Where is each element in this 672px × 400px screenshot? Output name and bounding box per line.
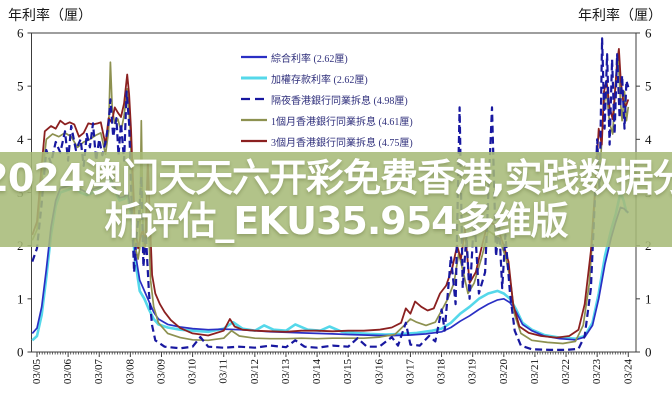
x-tick-label: 03/11	[218, 359, 230, 384]
x-tick-label: 03/09	[155, 359, 167, 385]
legend-item: 綜合利率 (2.62厘)	[241, 51, 413, 65]
y-tick-label-right: 5	[645, 79, 652, 94]
y-tick-label-left: 5	[17, 79, 24, 94]
legend-item: 3個月香港銀行同業拆息 (4.75厘)	[241, 135, 413, 149]
x-tick-label: 03/15	[342, 359, 354, 385]
x-tick-label: 03/17	[404, 359, 416, 385]
banner-text-line2: 析评估_EKU35.954多维版	[104, 198, 568, 243]
y-tick-label-left: 0	[17, 345, 24, 360]
x-tick-label: 03/19	[467, 359, 479, 385]
y-tick-label-left: 6	[17, 25, 24, 40]
chart-legend: 綜合利率 (2.62厘) 加權存款利率 (2.62厘) 隔夜香港銀行同業拆息 (4.…	[241, 51, 413, 149]
y-tick-label-right: 1	[645, 291, 652, 306]
legend-item-label: 加權存款利率 (2.62厘)	[271, 74, 368, 86]
x-tick-label: 03/05	[31, 359, 43, 385]
legend-item: 加權存款利率 (2.62厘)	[241, 72, 413, 86]
series-line-2	[31, 37, 630, 351]
left-axis-title: 年利率（厘）	[8, 9, 92, 24]
legend-item: 1個月香港銀行同業拆息 (4.61厘)	[241, 114, 413, 128]
x-tick-label: 03/22	[560, 359, 572, 384]
x-tick-label: 03/06	[62, 359, 74, 385]
y-tick-label-right: 4	[645, 132, 652, 147]
legend-item: 隔夜香港銀行同業拆息 (4.98厘)	[241, 93, 413, 107]
x-tick-label: 03/13	[280, 359, 292, 385]
series-line-3	[31, 58, 630, 345]
x-tick-label: 03/12	[249, 359, 261, 384]
x-tick-label: 03/16	[373, 359, 385, 385]
y-tick-label-left: 4	[17, 132, 24, 147]
x-tick-label: 03/10	[187, 359, 199, 385]
legend-item-label: 綜合利率 (2.62厘)	[271, 53, 348, 65]
x-tick-label: 03/23	[591, 359, 603, 385]
legend-item-label: 3個月香港銀行同業拆息 (4.75厘)	[271, 137, 413, 149]
y-tick-label-right: 6	[645, 25, 652, 40]
legend-line-swatch	[241, 97, 267, 101]
x-tick-label: 03/18	[436, 359, 448, 385]
legend-line-swatch	[241, 76, 267, 80]
y-tick-label-right: 0	[645, 345, 652, 360]
x-tick-label: 03/20	[498, 359, 510, 385]
x-tick-label: 03/08	[124, 359, 136, 385]
legend-item-label: 隔夜香港銀行同業拆息 (4.98厘)	[271, 95, 408, 107]
legend-line-swatch	[241, 55, 267, 59]
x-tick-label: 03/07	[93, 359, 105, 385]
legend-item-label: 1個月香港銀行同業拆息 (4.61厘)	[271, 116, 413, 128]
right-axis-title: 年利率（厘）	[578, 9, 662, 24]
x-tick-label: 03/21	[529, 359, 541, 384]
legend-line-swatch	[241, 118, 267, 122]
x-tick-label: 03/24	[622, 359, 634, 385]
overlay-banner: 2024澳门天天六开彩免费香港,实践数据分 析评估_EKU35.954多维版	[0, 152, 672, 247]
legend-line-swatch	[241, 139, 267, 143]
banner-text-line1: 2024澳门天天六开彩免费香港,实践数据分	[0, 155, 672, 200]
y-tick-label-left: 1	[17, 291, 24, 306]
x-tick-label: 03/14	[311, 359, 323, 385]
